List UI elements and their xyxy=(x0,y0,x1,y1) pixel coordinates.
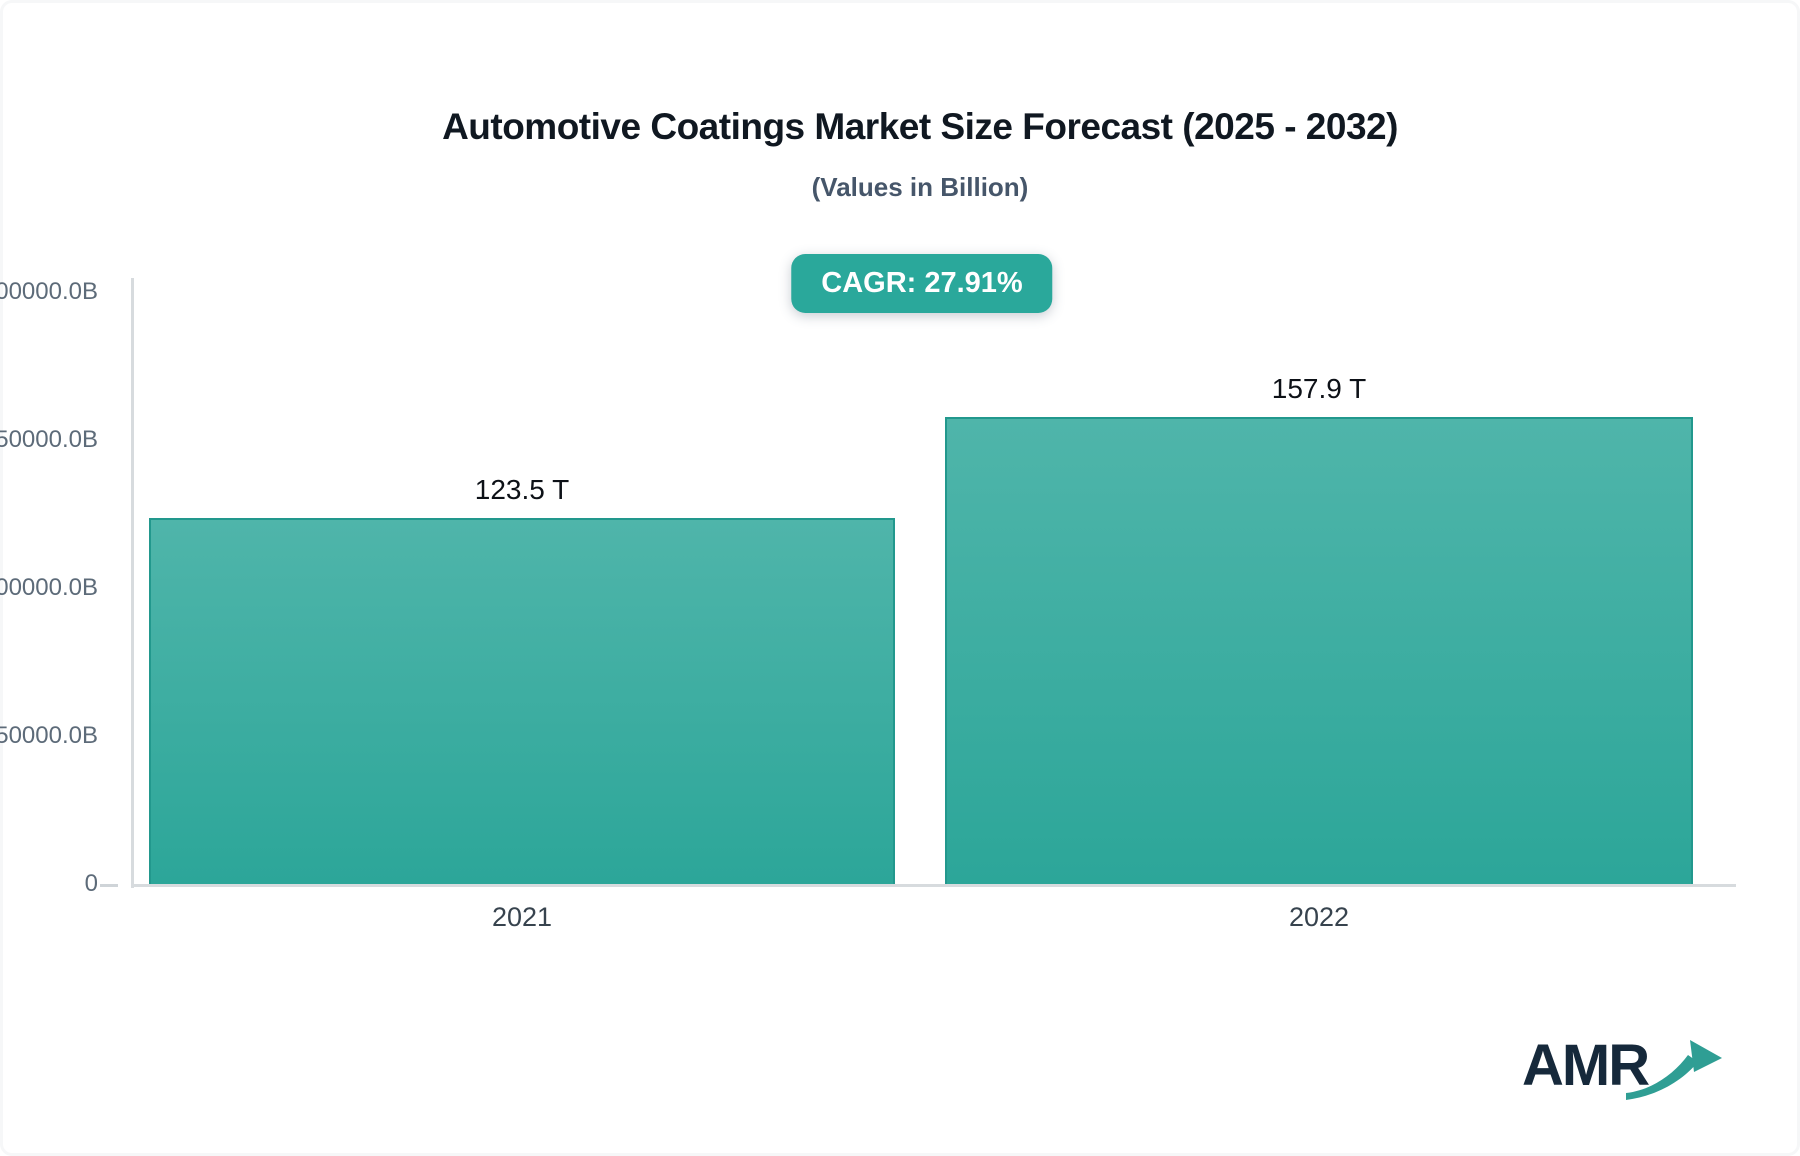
bar-2022[interactable] xyxy=(945,417,1693,884)
bar-2021[interactable] xyxy=(149,518,895,884)
x-axis-tick-label: 2022 xyxy=(1288,902,1350,932)
growth-arrow-icon xyxy=(1626,1040,1722,1100)
y-axis-tick-label: 150000.0B xyxy=(0,426,98,453)
amr-logo-text: AMR xyxy=(1522,1033,1650,1098)
bar-value-label: 123.5 T xyxy=(474,474,570,505)
x-axis-line xyxy=(131,884,1736,887)
y-axis-line xyxy=(131,278,134,888)
zero-tick-mark xyxy=(100,884,118,887)
chart-subtitle: (Values in Billion) xyxy=(811,172,1029,202)
bar-value-label: 157.9 T xyxy=(1271,373,1367,404)
y-axis-tick-label: 0 xyxy=(84,870,98,897)
y-axis-tick-label: 200000.0B xyxy=(0,278,98,305)
y-axis-tick-label: 50000.0B xyxy=(0,722,98,749)
x-axis-tick-label: 2021 xyxy=(491,902,553,932)
chart-title: Automotive Coatings Market Size Forecast… xyxy=(442,106,1398,147)
amr-logo: AMR xyxy=(1522,1032,1742,1122)
y-axis-tick-label: 100000.0B xyxy=(0,574,98,601)
cagr-badge: CAGR: 27.91% xyxy=(791,254,1053,313)
